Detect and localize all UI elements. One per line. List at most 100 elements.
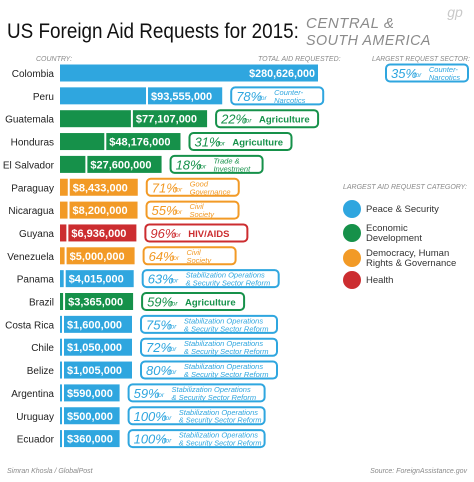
sector-name-line1: Stabilization Operations (172, 385, 251, 394)
sector-for: for (244, 118, 252, 125)
sector-percent: 96% (150, 226, 176, 241)
sector-percent: 35% (391, 66, 417, 81)
sector-percent: 78% (236, 89, 262, 104)
bar (60, 110, 131, 128)
sector-box (215, 109, 320, 129)
sector-for: for (173, 232, 181, 239)
sector-name-line1: Counter- (429, 65, 459, 74)
sector-name-line2: & Security Sector Reform (184, 324, 269, 333)
bar (60, 270, 64, 288)
legend-title: LARGEST AID REQUEST CATEGORY: (343, 184, 467, 191)
value-label: $590,000 (67, 388, 113, 400)
legend-swatch (343, 271, 361, 289)
bar-row: Colombia $280,626,000 35%for Counter-Narcot… (12, 63, 469, 83)
bar-row: Argentina $590,000 59%for Stabilization Ope… (11, 383, 266, 403)
sector-box (141, 269, 280, 289)
value-label-bg (65, 293, 134, 310)
value-label-bg (132, 110, 208, 128)
bar (60, 201, 68, 219)
country-label: Guatemala (5, 115, 54, 126)
sector-for: for (169, 369, 177, 376)
country-label: Argentina (11, 389, 54, 400)
sector-name-line1: Stabilization Operations (179, 431, 258, 440)
country-label: Ecuador (17, 435, 55, 446)
bar-row: Chile $1,050,000 72%for Stabilization Opera… (31, 337, 278, 357)
sector-name-line2: & Security Sector Reform (172, 393, 257, 402)
bar-row: Panama $4,015,000 63%for Stabilization Oper… (17, 269, 280, 289)
legend-label: Democracy, Human (366, 248, 449, 259)
sector-for: for (174, 209, 182, 216)
column-header-largest: LARGEST REQUEST SECTOR: (372, 56, 470, 63)
sector-name-line2: Investment (213, 164, 251, 173)
sector-box (127, 406, 266, 426)
sector-name-line1: Good (190, 179, 209, 188)
sector-name: Agriculture (259, 115, 310, 126)
value-label: $48,176,000 (109, 137, 170, 149)
value-label-bg (64, 338, 132, 356)
sector-name-line2: Narcotics (429, 73, 461, 82)
sector-percent: 31% (194, 135, 220, 150)
sector-name-line1: Civil (189, 202, 203, 211)
sector-for: for (157, 392, 165, 399)
bar-row: Guatemala $77,107,000 22%for Agriculture (5, 109, 320, 129)
chart-title: US Foreign Aid Requests for 2015: (7, 20, 299, 43)
country-label: Brazil (29, 298, 54, 309)
sector-percent: 75% (146, 317, 172, 332)
sector-for: for (164, 415, 172, 422)
bar-row: Belize $1,005,000 80%for Stabilization Oper… (27, 360, 278, 380)
sector-box (140, 360, 278, 380)
sector-name-line1: Stabilization Operations (184, 339, 263, 348)
legend-swatch (343, 224, 361, 242)
sector-name-line1: Stabilization Operations (186, 271, 265, 280)
sector-for: for (198, 163, 206, 170)
value-label-bg (66, 247, 135, 265)
sector-percent: 80% (146, 363, 172, 378)
sector-name-line2: & Security Sector Reform (186, 279, 271, 288)
sector-name-line2: & Security Sector Reform (179, 416, 262, 425)
legend: LARGEST AID REQUEST CATEGORY: Peace & Sec… (343, 184, 467, 289)
legend-label: Economic (366, 223, 408, 234)
sector-box (188, 132, 293, 152)
legend-label: Health (366, 275, 393, 286)
sector-for: for (164, 438, 172, 445)
bar (60, 87, 147, 105)
sector-name-line2: Narcotics (274, 96, 306, 105)
sector-box (230, 86, 325, 106)
sector-for: for (170, 301, 178, 308)
value-label-bg (64, 315, 132, 333)
bar-row: Uruguay $500,000 100%for Stabilization Oper… (16, 406, 266, 426)
value-label: $3,365,000 (68, 297, 123, 309)
sector-for: for (175, 186, 183, 193)
bar-row: Ecuador $360,000 100%for Stabilization Oper… (17, 429, 266, 449)
sector-name-line2: & Security Sector Reform (184, 370, 269, 379)
country-label: Belize (27, 366, 55, 377)
sector-name-line2: Society (189, 210, 215, 219)
legend-swatch (343, 200, 361, 218)
bar (60, 430, 62, 448)
country-label: Chile (31, 343, 54, 354)
bar-row: Guyana $6,936,000 96%for HIV/AIDS (19, 223, 249, 243)
sector-name-line1: Stabilization Operations (184, 362, 263, 371)
value-label: $280,626,000 (249, 68, 315, 80)
sector-name-line2: & Security Sector Reform (184, 347, 269, 356)
sector-percent: 100% (134, 432, 167, 447)
sector-name-line2: Society (186, 256, 212, 265)
country-label: Venezuela (7, 252, 54, 263)
sector-box (142, 246, 237, 266)
value-label-bg (64, 384, 120, 402)
globalpost-logo: gp (447, 4, 463, 20)
bar (60, 224, 67, 242)
sector-box (169, 154, 264, 174)
bar (60, 293, 64, 310)
sector-name-line1: Civil (186, 248, 200, 257)
value-label-bg (64, 407, 120, 425)
sector-name-line1: Trade & (213, 156, 239, 165)
legend-label: Development (366, 233, 422, 244)
legend-label: Rights & Governance (366, 258, 456, 269)
sector-for: for (414, 72, 422, 79)
sector-box (127, 383, 266, 403)
sector-name-line2: & Security Sector Reform (179, 439, 262, 448)
